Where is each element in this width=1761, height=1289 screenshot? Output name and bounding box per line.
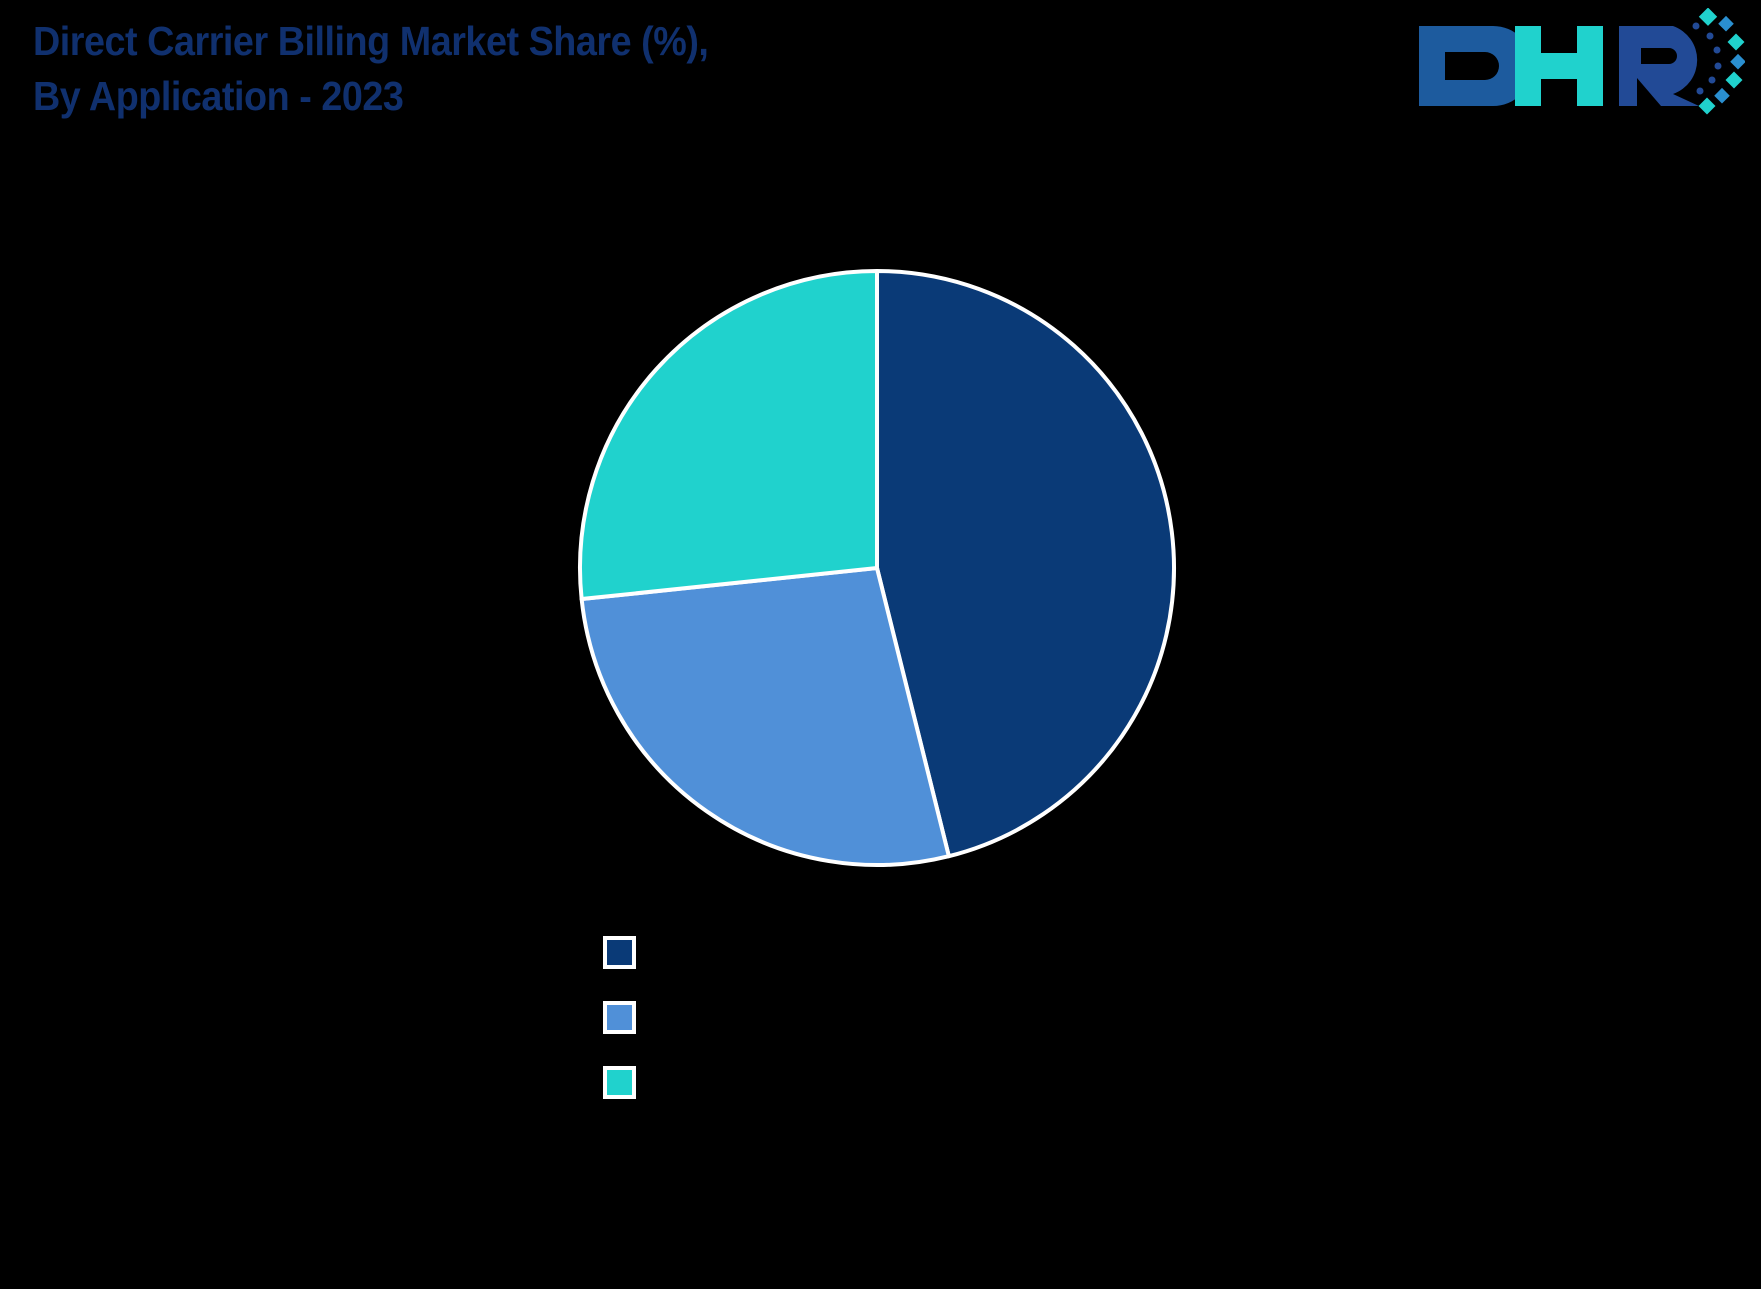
logo-letter-r — [1619, 26, 1699, 106]
page-title: Direct Carrier Billing Market Share (%),… — [33, 18, 709, 119]
legend-swatch-2 — [603, 1001, 636, 1034]
logo-diamond-burst — [1692, 7, 1746, 115]
pie-slice[interactable] — [875, 269, 1176, 859]
pie-chart — [577, 268, 1177, 868]
legend-swatch-3 — [603, 1066, 636, 1099]
chart-legend — [603, 920, 1303, 1115]
dhr-logo — [1415, 7, 1746, 124]
logo-letter-d — [1419, 26, 1533, 106]
pie-slice[interactable] — [579, 566, 951, 867]
pie-chart-svg — [578, 269, 1176, 867]
pie-slice-group — [578, 269, 1176, 867]
dhr-logo-svg — [1419, 7, 1746, 115]
legend-item[interactable] — [603, 1050, 1303, 1115]
pie-slice[interactable] — [578, 269, 879, 602]
legend-item[interactable] — [603, 920, 1303, 985]
legend-swatch-1 — [603, 936, 636, 969]
logo-letter-h — [1515, 26, 1603, 106]
legend-item[interactable] — [603, 985, 1303, 1050]
